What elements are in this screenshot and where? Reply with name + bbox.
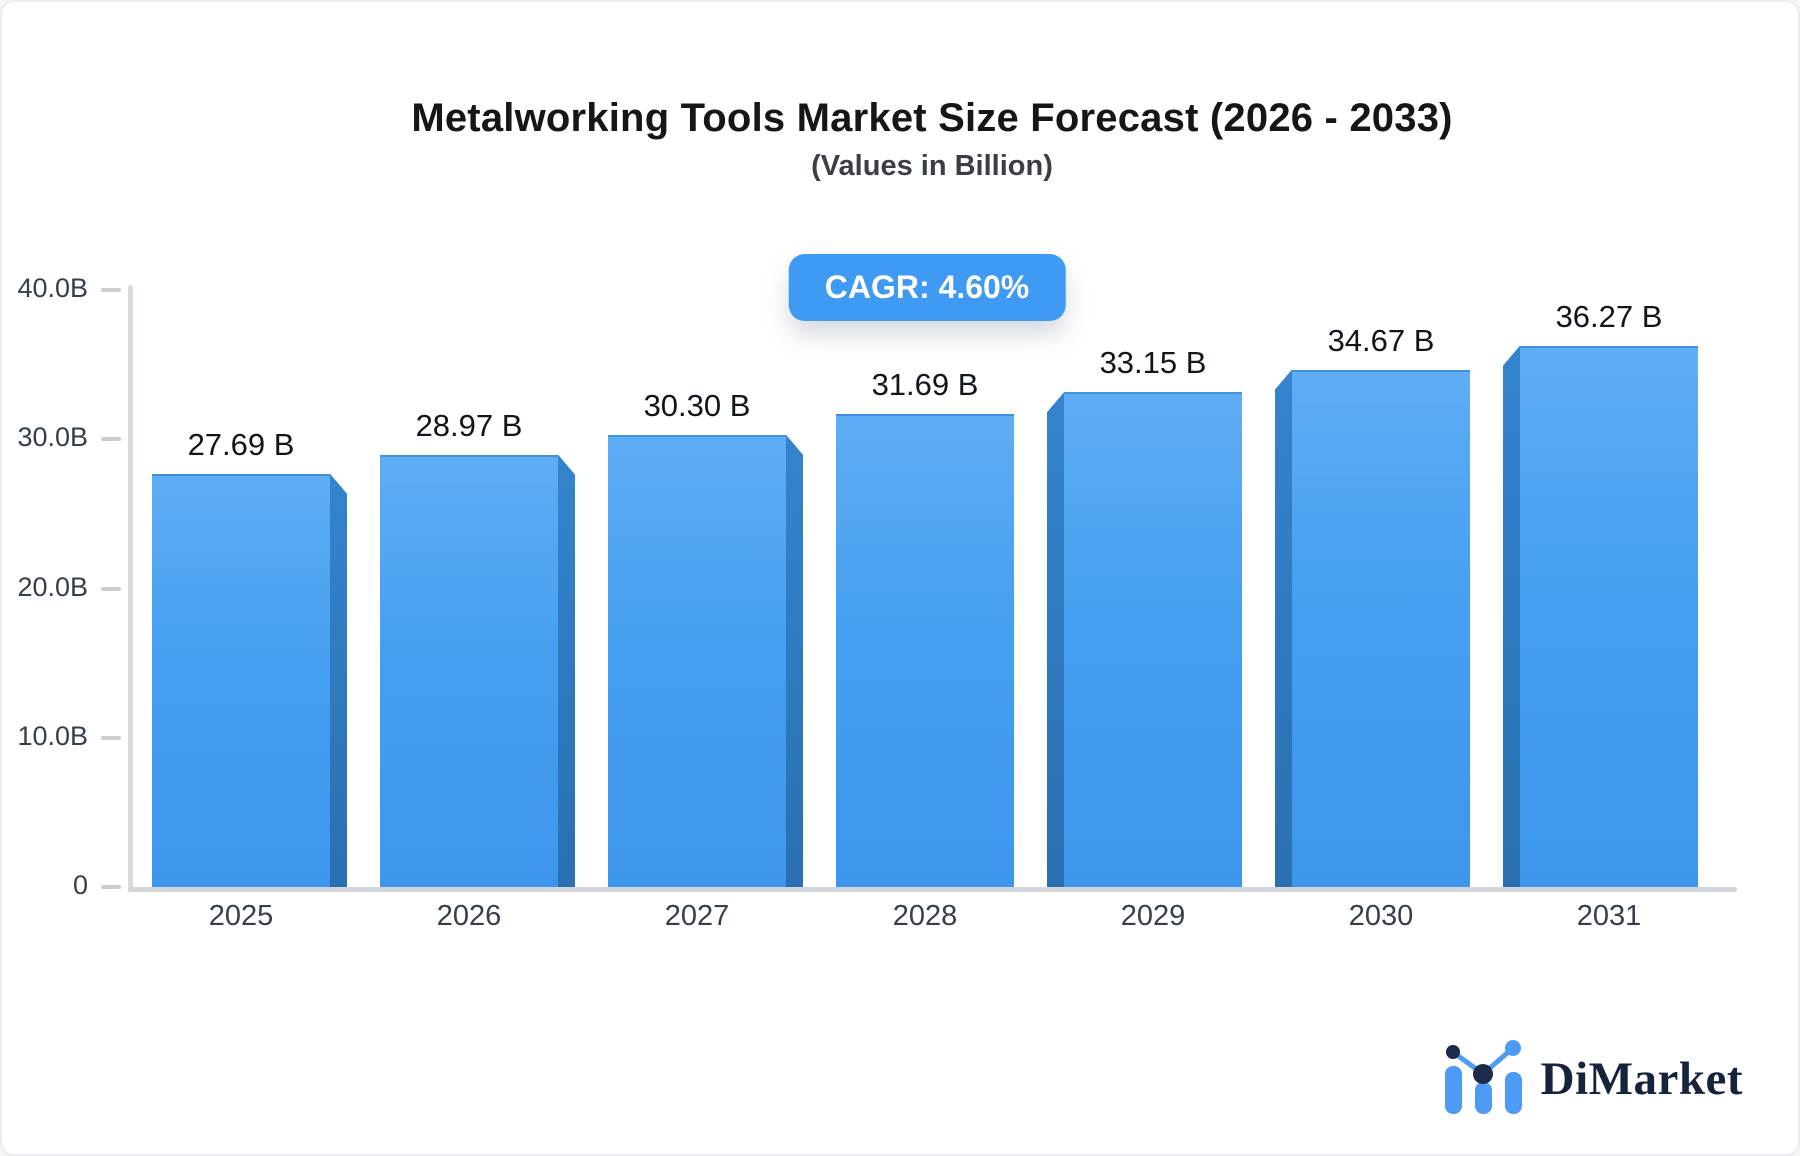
bar-side-face — [1503, 345, 1520, 887]
bar-2031 — [1520, 345, 1698, 887]
bar-2029 — [1064, 392, 1242, 887]
y-axis-tick-label: 10.0B — [17, 720, 88, 751]
chart-title: Metalworking Tools Market Size Forecast … — [411, 96, 1453, 140]
brand-logo: DiMarket — [1441, 1038, 1743, 1119]
bar-2025 — [152, 473, 330, 887]
bar-value-label: 31.69 B — [871, 367, 979, 403]
y-axis-tick-label: 20.0B — [17, 571, 88, 602]
y-axis-tick-mark — [101, 586, 121, 591]
bar-value-label: 36.27 B — [1555, 298, 1663, 334]
y-axis-tick-mark — [101, 885, 121, 889]
y-axis-tick-mark — [101, 735, 121, 740]
y-axis-tick-label: 40.0B — [17, 273, 88, 303]
y-axis-tick-label: 0 — [72, 870, 88, 900]
bar-2028 — [836, 414, 1014, 887]
y-axis-tick-label: 30.0B — [17, 422, 88, 453]
x-axis-label-2028: 2028 — [892, 900, 958, 932]
bar-side-face — [1047, 392, 1064, 887]
bar-side-face — [1275, 369, 1292, 887]
bar-2027 — [608, 434, 786, 887]
y-axis-tick-mark — [101, 288, 121, 292]
bar-2026 — [380, 454, 558, 887]
bar-side-face — [558, 454, 575, 887]
x-axis-label-2026: 2026 — [436, 900, 502, 932]
x-axis-label-2031: 2031 — [1576, 900, 1642, 932]
x-axis-label-2025: 2025 — [208, 900, 274, 932]
bar-value-label: 34.67 B — [1327, 322, 1435, 358]
x-axis-label-2027: 2027 — [664, 900, 730, 932]
x-axis-label-2029: 2029 — [1120, 900, 1186, 932]
x-axis-line — [128, 887, 1737, 892]
bar-value-label: 28.97 B — [415, 407, 523, 443]
bar-2030 — [1292, 369, 1470, 887]
bar-value-label: 27.69 B — [187, 426, 295, 462]
chart-subtitle: (Values in Billion) — [811, 150, 1053, 182]
bar-value-label: 33.15 B — [1099, 345, 1207, 381]
bar-value-label: 30.30 B — [643, 387, 751, 423]
bar-line-chart-logo-icon — [1441, 1038, 1529, 1119]
brand-name: DiMarket — [1540, 1052, 1743, 1105]
y-axis-tick-mark — [101, 437, 121, 442]
x-axis-label-2030: 2030 — [1348, 900, 1414, 932]
y-axis-line — [128, 285, 133, 892]
bar-side-face — [786, 434, 803, 887]
cagr-badge: CAGR: 4.60% — [788, 254, 1066, 321]
bar-side-face — [330, 473, 347, 887]
